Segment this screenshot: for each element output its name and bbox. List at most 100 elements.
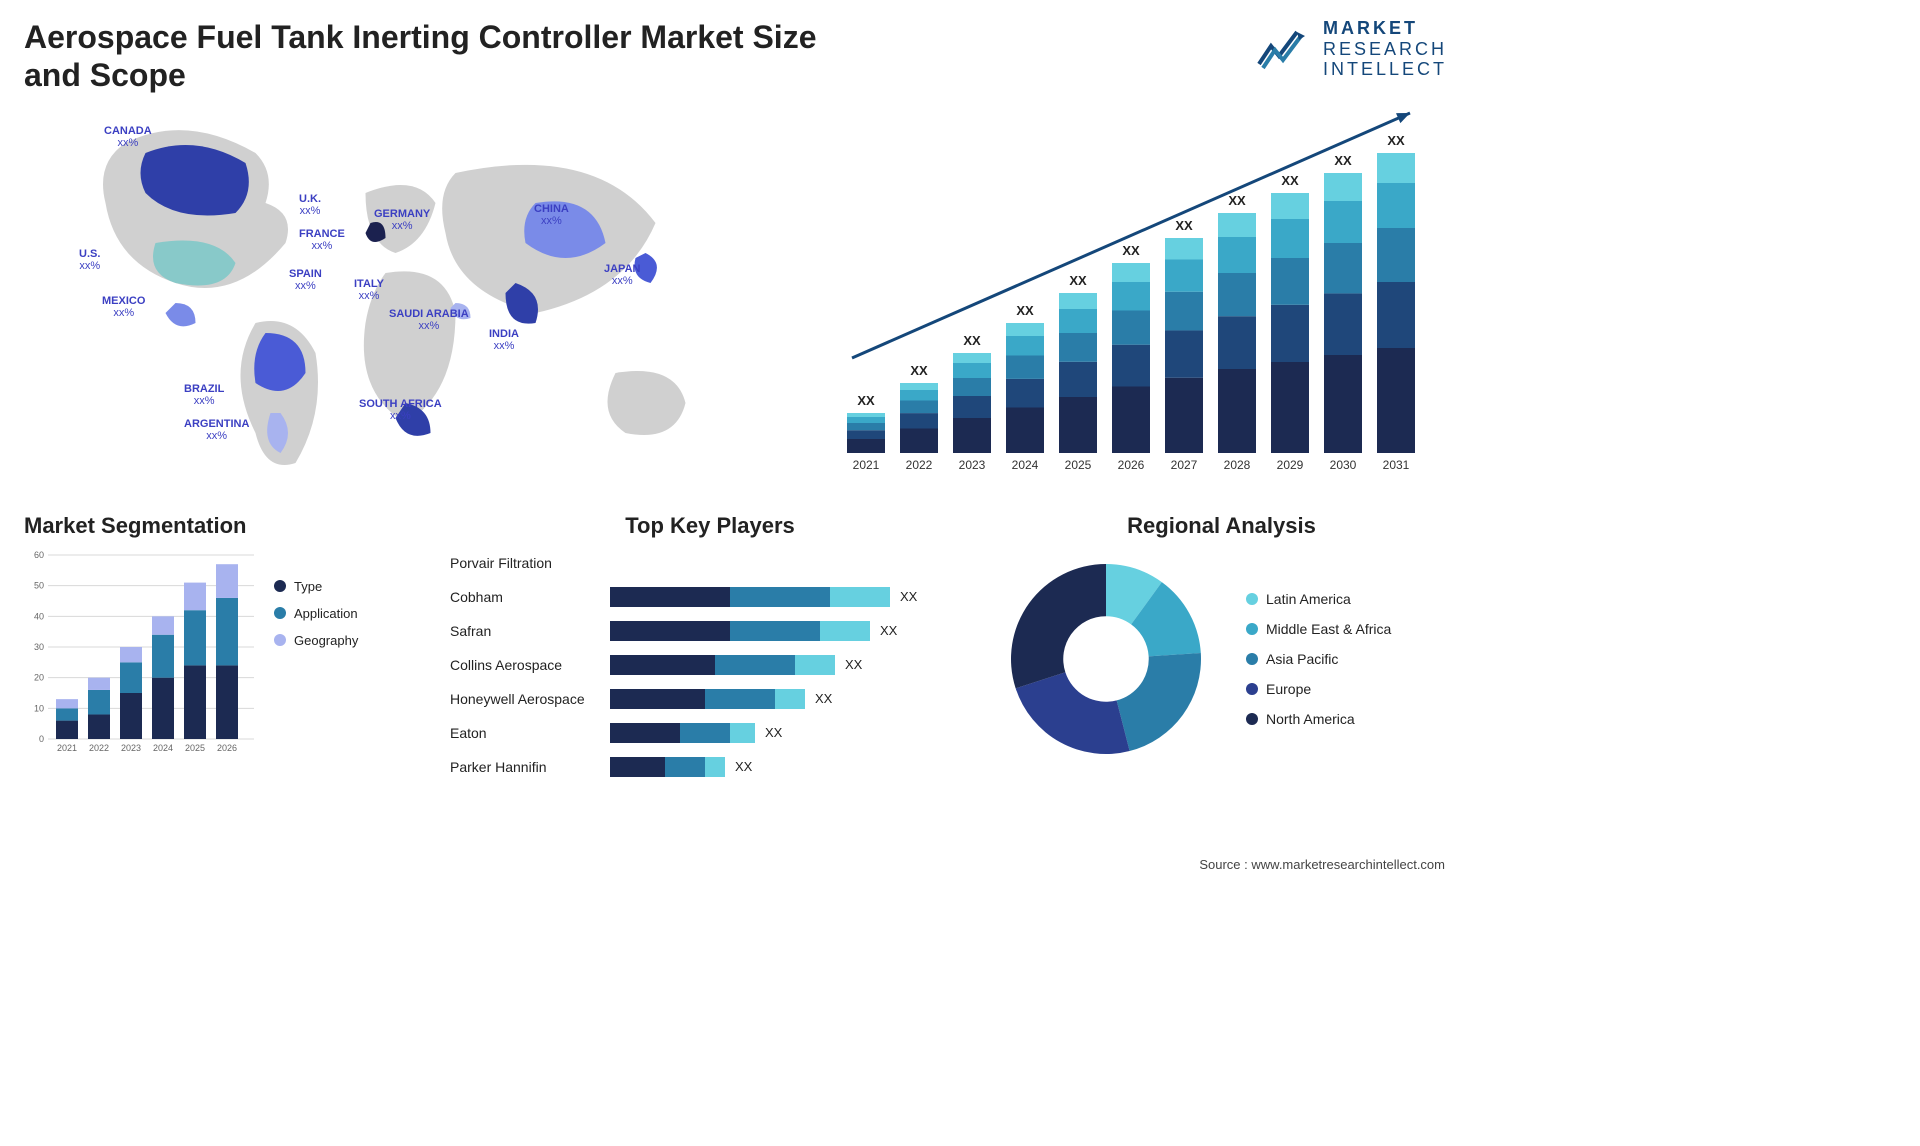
- svg-text:2022: 2022: [89, 743, 109, 753]
- segmentation-panel: Market Segmentation 01020304050602021202…: [24, 513, 424, 793]
- player-row: CobhamXX: [450, 583, 970, 611]
- svg-text:2027: 2027: [1171, 458, 1198, 472]
- player-value: XX: [845, 657, 862, 672]
- svg-text:XX: XX: [857, 393, 875, 408]
- legend-label: Type: [294, 579, 322, 594]
- player-bar: [610, 757, 725, 777]
- svg-text:XX: XX: [1281, 173, 1299, 188]
- segmentation-legend: Type Application Geography: [274, 579, 358, 759]
- svg-text:XX: XX: [963, 333, 981, 348]
- map-label-brazil: BRAZILxx%: [184, 383, 224, 407]
- svg-text:2021: 2021: [57, 743, 77, 753]
- player-value: XX: [815, 691, 832, 706]
- legend-dot: [1246, 713, 1258, 725]
- svg-text:2026: 2026: [1118, 458, 1145, 472]
- map-label-germany: GERMANYxx%: [374, 208, 430, 232]
- map-label-spain: SPAINxx%: [289, 268, 322, 292]
- player-name: Eaton: [450, 725, 610, 741]
- legend-dot: [1246, 653, 1258, 665]
- regional-title: Regional Analysis: [996, 513, 1447, 539]
- svg-text:50: 50: [34, 580, 44, 590]
- player-row: Porvair Filtration: [450, 549, 970, 577]
- svg-text:2026: 2026: [217, 743, 237, 753]
- player-bar: [610, 587, 890, 607]
- player-bar: [610, 621, 870, 641]
- svg-text:XX: XX: [1175, 218, 1193, 233]
- svg-text:XX: XX: [1069, 273, 1087, 288]
- bottom-row: Market Segmentation 01020304050602021202…: [24, 513, 1447, 793]
- player-value: XX: [765, 725, 782, 740]
- svg-text:XX: XX: [910, 363, 928, 378]
- world-map: CANADAxx%U.S.xx%MEXICOxx%BRAZILxx%ARGENT…: [24, 103, 787, 483]
- player-name: Safran: [450, 623, 610, 639]
- map-label-south-africa: SOUTH AFRICAxx%: [359, 398, 442, 422]
- svg-text:XX: XX: [1387, 133, 1405, 148]
- legend-label: Latin America: [1266, 591, 1351, 607]
- legend-label: Europe: [1266, 681, 1311, 697]
- segmentation-title: Market Segmentation: [24, 513, 424, 539]
- player-bar: [610, 689, 805, 709]
- legend-dot: [274, 607, 286, 619]
- legend-item: Middle East & Africa: [1246, 621, 1391, 637]
- legend-item: Latin America: [1246, 591, 1391, 607]
- map-svg: [24, 103, 787, 483]
- legend-item: Application: [274, 606, 358, 621]
- donut-svg: [996, 549, 1216, 769]
- svg-text:2023: 2023: [959, 458, 986, 472]
- forecast-svg: 2021XX2022XX2023XX2024XX2025XX2026XX2027…: [827, 103, 1447, 483]
- map-label-mexico: MEXICOxx%: [102, 295, 145, 319]
- legend-item: Geography: [274, 633, 358, 648]
- legend-item: Europe: [1246, 681, 1391, 697]
- legend-label: Middle East & Africa: [1266, 621, 1391, 637]
- legend-dot: [1246, 593, 1258, 605]
- svg-text:2024: 2024: [1012, 458, 1039, 472]
- player-row: Safran XX: [450, 617, 970, 645]
- player-value: XX: [900, 589, 917, 604]
- svg-text:40: 40: [34, 611, 44, 621]
- svg-text:20: 20: [34, 672, 44, 682]
- map-label-italy: ITALYxx%: [354, 278, 384, 302]
- map-label-france: FRANCExx%: [299, 228, 345, 252]
- regional-donut: [996, 549, 1216, 769]
- legend-item: Type: [274, 579, 358, 594]
- segmentation-chart: 0102030405060202120222023202420252026: [24, 549, 254, 759]
- svg-text:2023: 2023: [121, 743, 141, 753]
- players-title: Top Key Players: [450, 513, 970, 539]
- page-title: Aerospace Fuel Tank Inerting Controller …: [24, 18, 874, 95]
- legend-label: North America: [1266, 711, 1355, 727]
- logo-text: MARKET RESEARCH INTELLECT: [1323, 18, 1447, 80]
- svg-text:2022: 2022: [906, 458, 933, 472]
- player-row: Collins AerospaceXX: [450, 651, 970, 679]
- svg-text:2028: 2028: [1224, 458, 1251, 472]
- player-name: Honeywell Aerospace: [450, 691, 610, 707]
- legend-dot: [1246, 623, 1258, 635]
- regional-panel: Regional Analysis Latin America Middle Ea…: [996, 513, 1447, 793]
- brand-logo: MARKET RESEARCH INTELLECT: [1257, 18, 1447, 80]
- player-value: XX: [735, 759, 752, 774]
- legend-item: North America: [1246, 711, 1391, 727]
- svg-text:30: 30: [34, 642, 44, 652]
- player-row: Honeywell Aerospace XX: [450, 685, 970, 713]
- player-bar: [610, 723, 755, 743]
- svg-text:XX: XX: [1122, 243, 1140, 258]
- svg-text:0: 0: [39, 734, 44, 744]
- svg-text:10: 10: [34, 703, 44, 713]
- map-label-saudi-arabia: SAUDI ARABIAxx%: [389, 308, 469, 332]
- svg-text:2030: 2030: [1330, 458, 1357, 472]
- legend-dot: [274, 634, 286, 646]
- svg-text:2025: 2025: [1065, 458, 1092, 472]
- players-list: Porvair FiltrationCobhamXXSafranXXCollin…: [450, 549, 970, 781]
- regional-legend: Latin America Middle East & Africa Asia Pa…: [1246, 591, 1391, 727]
- player-value: XX: [880, 623, 897, 638]
- map-label-u-k-: U.K.xx%: [299, 193, 321, 217]
- legend-label: Asia Pacific: [1266, 651, 1338, 667]
- player-name: Parker Hannifin: [450, 759, 610, 775]
- forecast-chart: 2021XX2022XX2023XX2024XX2025XX2026XX2027…: [827, 103, 1447, 483]
- map-label-canada: CANADAxx%: [104, 125, 152, 149]
- legend-label: Application: [294, 606, 358, 621]
- svg-text:XX: XX: [1228, 193, 1246, 208]
- player-row: Eaton XX: [450, 719, 970, 747]
- map-label-india: INDIAxx%: [489, 328, 519, 352]
- player-bar: [610, 655, 835, 675]
- player-name: Porvair Filtration: [450, 555, 610, 571]
